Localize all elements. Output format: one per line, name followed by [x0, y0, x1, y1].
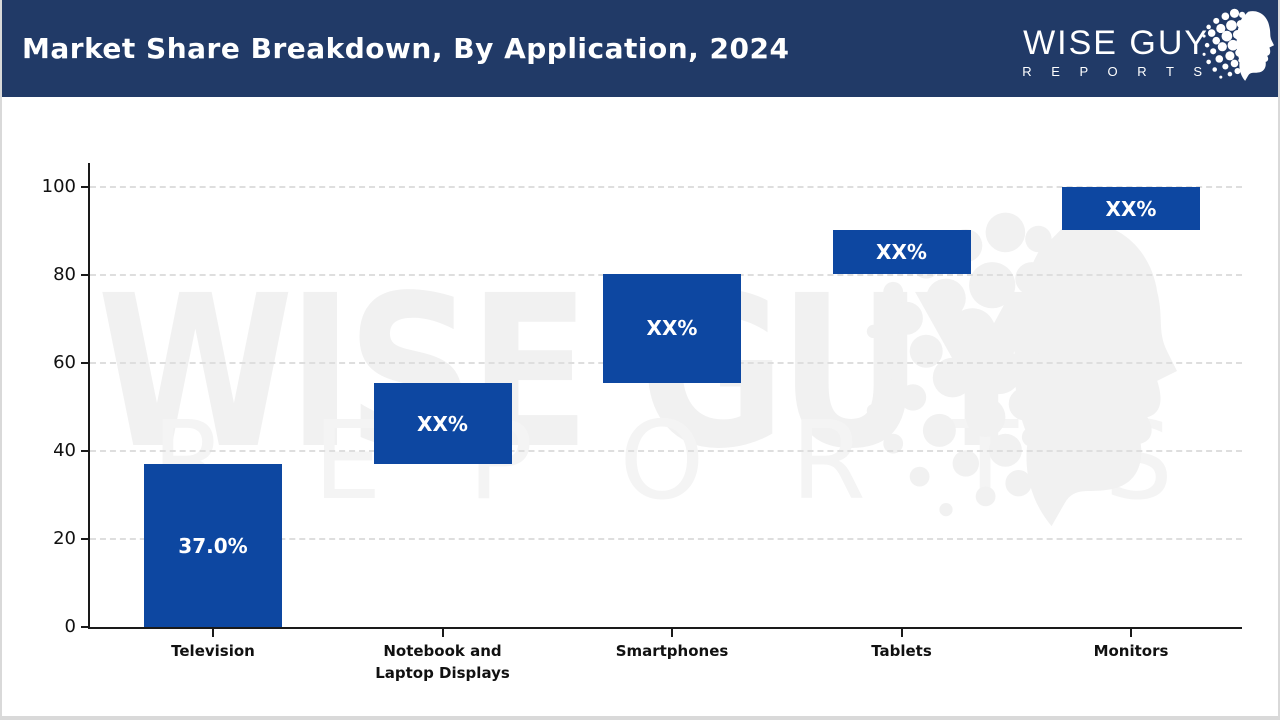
- y-tick: [81, 450, 90, 452]
- bar: [832, 230, 971, 274]
- y-tick-label: 20: [53, 528, 76, 549]
- bar: [603, 273, 741, 383]
- x-category-label: Notebook and Laptop Displays: [375, 642, 510, 682]
- x-category-label: Monitors: [1093, 642, 1169, 660]
- bar: [373, 382, 512, 465]
- bar-label: XX%: [646, 316, 698, 341]
- x-tick: [900, 629, 903, 637]
- x-tick: [671, 629, 673, 637]
- y-axis-line: [88, 163, 90, 629]
- y-tick-label: 40: [53, 440, 76, 461]
- x-tick: [441, 629, 444, 637]
- x-tick: [1130, 629, 1132, 637]
- logo-text: WISE GUY R E P O R T S: [1022, 25, 1210, 81]
- chart-title: Market Share Breakdown, By Application, …: [22, 32, 790, 65]
- header: Market Share Breakdown, By Application, …: [2, 0, 1278, 97]
- y-tick-label: 80: [53, 264, 76, 285]
- wiseguy-head-icon: [1202, 8, 1274, 81]
- logo-subtitle: R E P O R T S: [1022, 64, 1210, 79]
- y-tick: [81, 538, 90, 540]
- gridline: [90, 450, 1242, 452]
- y-tick: [81, 626, 90, 628]
- y-tick-label: 100: [41, 176, 76, 197]
- y-tick: [81, 362, 90, 364]
- y-tick-label: 0: [64, 616, 76, 637]
- gridline: [90, 538, 1242, 540]
- bar: [144, 464, 282, 627]
- bar-label: XX%: [876, 239, 927, 264]
- x-tick: [212, 629, 214, 637]
- gridline: [90, 186, 1242, 188]
- x-category-label: Smartphones: [615, 642, 729, 660]
- wiseguy-logo: WISE GUY R E P O R T S: [1022, 4, 1274, 92]
- logo-wordmark: WISE GUY: [1023, 24, 1210, 62]
- y-tick-label: 60: [53, 352, 76, 373]
- bar-label: XX%: [417, 411, 468, 436]
- bar-label: 37.0%: [178, 533, 248, 558]
- y-tick: [81, 186, 90, 188]
- y-tick: [81, 274, 90, 276]
- x-axis-line: [88, 627, 1242, 629]
- bar-label: XX%: [1105, 196, 1157, 221]
- x-category-label: Television: [171, 642, 255, 660]
- x-category-label: Tablets: [871, 642, 932, 660]
